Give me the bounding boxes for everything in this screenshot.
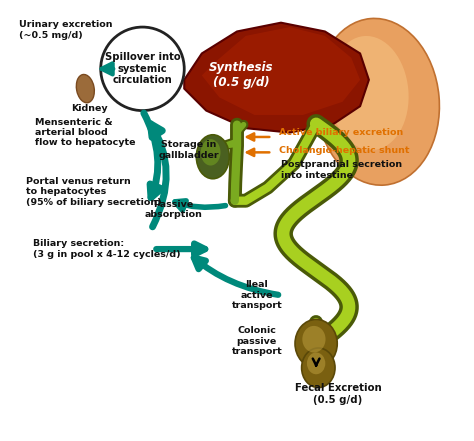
Text: Ileal
active
transport: Ileal active transport xyxy=(231,280,282,310)
Ellipse shape xyxy=(316,19,439,185)
Text: Biliary secretion:
(3 g in pool x 4-12 cycles/d): Biliary secretion: (3 g in pool x 4-12 c… xyxy=(33,239,180,259)
Text: Portal venus return
to hepatocytes
(95% of biliary secretion): Portal venus return to hepatocytes (95% … xyxy=(26,177,162,207)
Text: Mensenteric &
arterial blood
flow to hepatocyte: Mensenteric & arterial blood flow to hep… xyxy=(35,118,135,147)
Ellipse shape xyxy=(329,36,409,150)
Polygon shape xyxy=(184,22,369,133)
Text: Passive
absorption: Passive absorption xyxy=(144,200,202,219)
Ellipse shape xyxy=(196,135,229,179)
Polygon shape xyxy=(202,27,360,115)
Ellipse shape xyxy=(301,348,335,388)
Text: Colonic
passive
transport: Colonic passive transport xyxy=(231,326,282,356)
Text: Synthesis
(0.5 g/d): Synthesis (0.5 g/d) xyxy=(209,61,273,90)
Text: Cholangio-hepatic shunt: Cholangio-hepatic shunt xyxy=(279,146,409,155)
Text: Kidney: Kidney xyxy=(72,104,108,113)
Ellipse shape xyxy=(295,319,337,368)
Text: Urinary excretion
(~0.5 mg/d): Urinary excretion (~0.5 mg/d) xyxy=(19,20,113,40)
Text: Storage in
gallbladder: Storage in gallbladder xyxy=(158,141,219,160)
Ellipse shape xyxy=(302,326,326,352)
Ellipse shape xyxy=(76,75,94,103)
Text: Postprandial secretion
into intestine: Postprandial secretion into intestine xyxy=(281,160,402,179)
Text: Fecal Excretion
(0.5 g/d): Fecal Excretion (0.5 g/d) xyxy=(295,383,382,405)
Text: Active biliary excretion: Active biliary excretion xyxy=(279,128,403,137)
Circle shape xyxy=(100,27,184,111)
Ellipse shape xyxy=(201,139,220,165)
Text: Spillover into
systemic
circulation: Spillover into systemic circulation xyxy=(105,52,180,86)
Ellipse shape xyxy=(307,352,325,374)
